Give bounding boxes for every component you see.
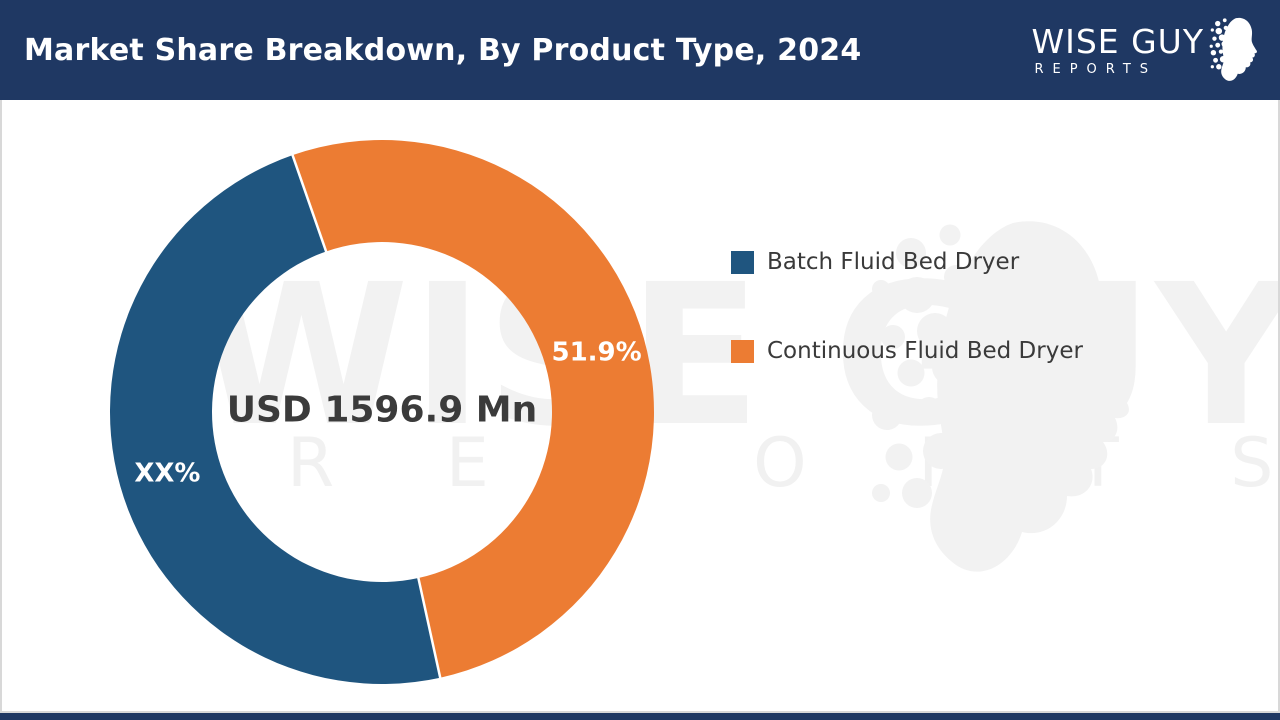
logo-wordmark: WISE GUY — [1031, 21, 1204, 61]
page-title: Market Share Breakdown, By Product Type,… — [24, 32, 862, 68]
legend-item: Batch Fluid Bed Dryer — [731, 249, 1083, 275]
logo-text: WISE GUY REPORTS — [1031, 25, 1204, 76]
donut-segment-continuous-fluid-bed-dryer — [292, 140, 654, 678]
legend-item: Continuous Fluid Bed Dryer — [731, 338, 1083, 364]
chart-center-value: USD 1596.9 Mn — [226, 389, 538, 431]
chart-legend: Batch Fluid Bed Dryer Continuous Fluid Be… — [731, 249, 1083, 364]
segment-label: 51.9% — [551, 337, 641, 367]
footer-bar — [0, 713, 1280, 720]
chart-area: WISE GUY R E P O R T S 51.9% XX% USD 1596… — [0, 100, 1280, 713]
logo-subtext: REPORTS — [1034, 61, 1158, 77]
wise-guy-logo: WISE GUY REPORTS — [1031, 8, 1262, 92]
header-bar: Market Share Breakdown, By Product Type,… — [0, 0, 1280, 100]
donut-chart: 51.9% XX% — [109, 140, 654, 684]
legend-swatch — [731, 339, 754, 363]
face-profile-icon — [1208, 13, 1262, 87]
segment-divider — [291, 153, 328, 254]
segment-label: XX% — [134, 459, 200, 489]
legend-label: Continuous Fluid Bed Dryer — [767, 338, 1083, 364]
legend-label: Batch Fluid Bed Dryer — [767, 249, 1020, 275]
donut-segment-batch-fluid-bed-dryer — [109, 155, 441, 684]
legend-swatch — [731, 250, 754, 274]
segment-divider — [416, 575, 442, 679]
